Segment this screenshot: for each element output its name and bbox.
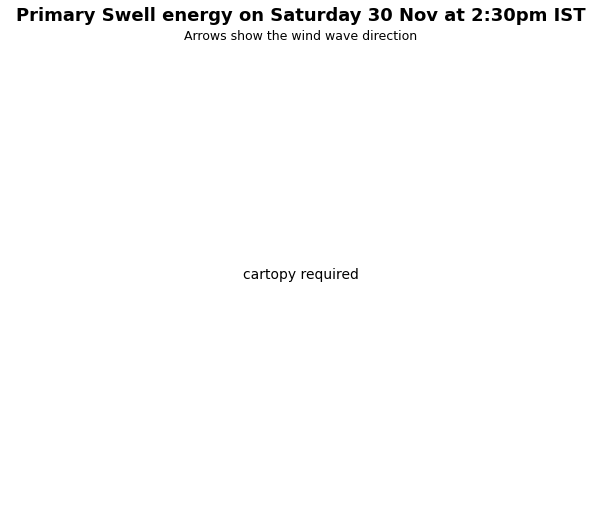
Text: cartopy required: cartopy required bbox=[243, 268, 358, 282]
Text: Arrows show the wind wave direction: Arrows show the wind wave direction bbox=[184, 30, 417, 44]
Text: Primary Swell energy on Saturday 30 Nov at 2:30pm IST: Primary Swell energy on Saturday 30 Nov … bbox=[16, 7, 585, 25]
